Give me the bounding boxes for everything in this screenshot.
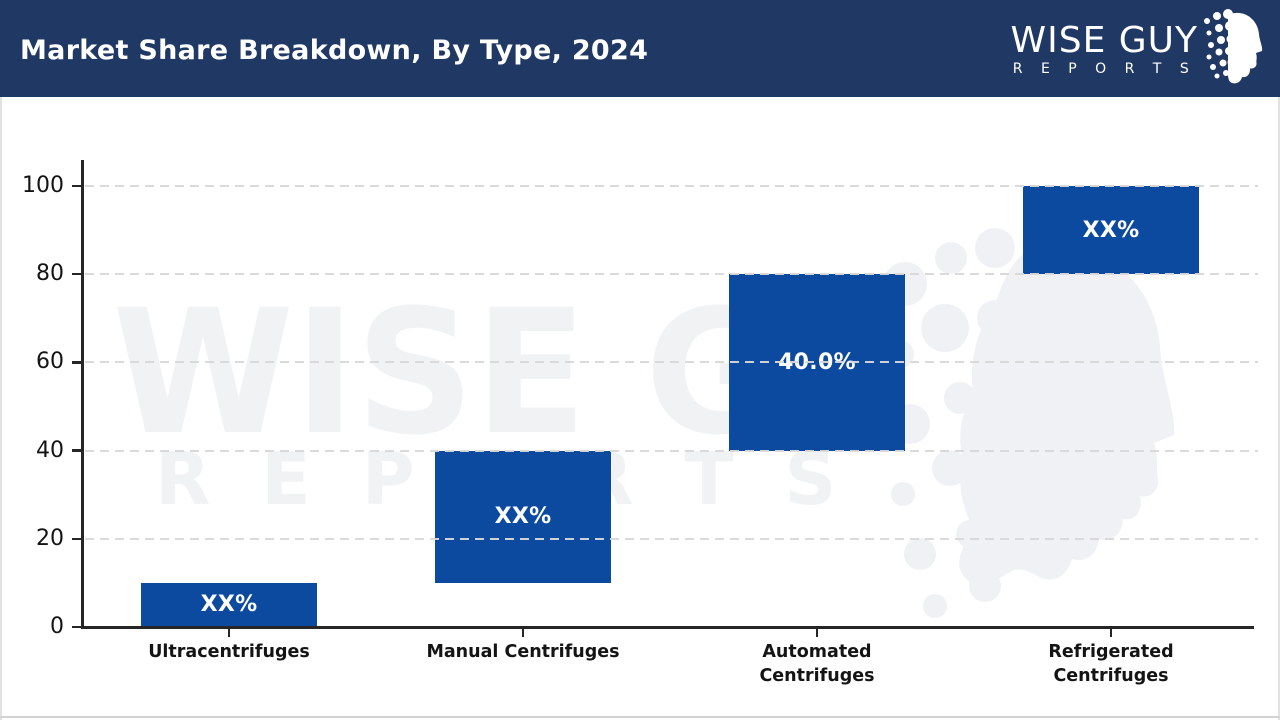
y-tick-label: 0 — [50, 614, 64, 639]
logo-wordmark: WISE GUY — [1010, 19, 1198, 61]
logo-subtext: R E P O R T S — [1012, 61, 1196, 78]
y-tick-label: 80 — [36, 261, 64, 287]
gridline — [85, 537, 1258, 540]
bar-value-label: XX% — [494, 504, 552, 530]
watermark-head-icon — [883, 228, 1175, 618]
page-title: Market Share Breakdown, By Type, 2024 — [20, 35, 649, 66]
chart-area: WISE GU R E P O R T S 020406080100XX%Ult… — [0, 97, 1280, 720]
gridline — [85, 361, 1258, 364]
x-axis-tick — [1109, 629, 1113, 637]
page-border-bottom — [0, 716, 1280, 718]
category-label: Manual Centrifuges — [426, 642, 620, 662]
y-tick-label: 60 — [36, 349, 64, 375]
gridline — [85, 449, 1258, 452]
category-label: Refrigerated Centrifuges — [1048, 642, 1174, 686]
y-axis-tick — [72, 625, 82, 629]
y-axis-tick — [72, 361, 82, 364]
bar: XX% — [1023, 186, 1199, 275]
x-axis-tick — [815, 629, 819, 637]
y-tick-label: 40 — [36, 437, 64, 463]
gridline — [85, 185, 1258, 187]
y-axis-tick — [72, 449, 82, 452]
bar-value-label: XX% — [1082, 217, 1140, 243]
y-axis-tick — [72, 537, 82, 541]
bar: XX% — [141, 582, 317, 627]
wiseguy-logo: WISE GUY R E P O R T S — [1011, 6, 1265, 92]
y-axis-tick — [72, 184, 82, 188]
bar: XX% — [435, 450, 611, 583]
page-border-right — [1278, 97, 1280, 720]
gridline — [85, 273, 1258, 276]
logo-head-icon — [1204, 9, 1263, 84]
y-axis — [81, 160, 84, 629]
logo-wordmark-block: WISE GUY R E P O R T S — [1011, 21, 1199, 78]
y-tick-label: 20 — [36, 525, 64, 551]
category-label: Automated Centrifuges — [759, 642, 875, 686]
page-border-left — [0, 97, 2, 720]
x-axis-tick — [227, 629, 231, 637]
y-axis-tick — [72, 272, 82, 276]
header-bar: Market Share Breakdown, By Type, 2024 WI… — [0, 0, 1280, 97]
bar-value-label: XX% — [200, 592, 258, 618]
x-axis — [81, 626, 1254, 629]
y-tick-label: 100 — [22, 173, 64, 198]
category-label: Ultracentrifuges — [148, 642, 310, 662]
x-axis-tick — [521, 629, 525, 637]
